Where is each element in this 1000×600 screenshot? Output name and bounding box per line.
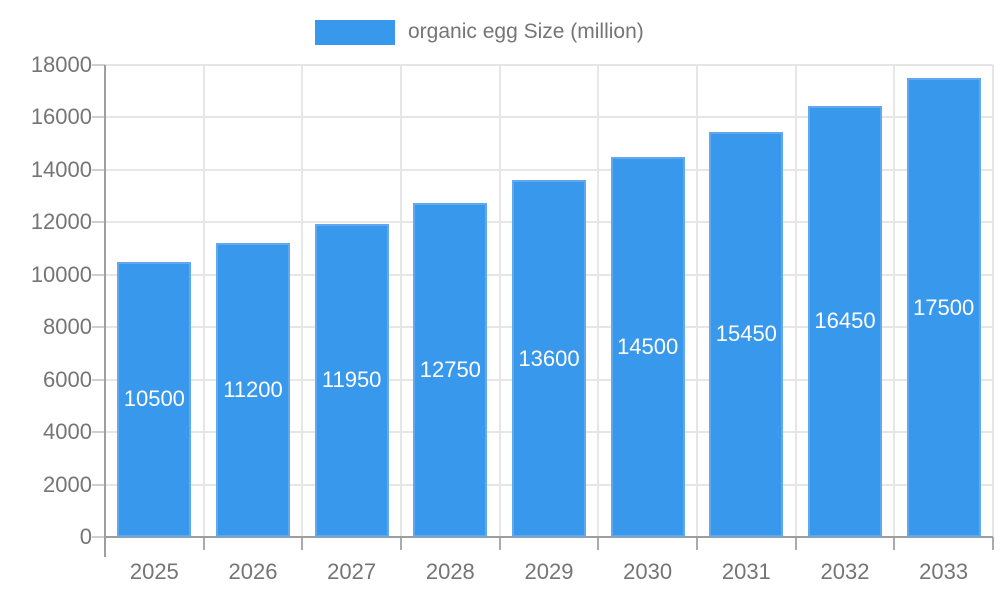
x-axis-tick xyxy=(992,537,994,550)
y-axis-tick xyxy=(92,378,105,381)
x-axis-label: 2030 xyxy=(623,559,673,584)
y-axis-tick xyxy=(92,536,105,538)
y-axis-tick-label: 2000 xyxy=(43,471,92,497)
x-axis-label: 2026 xyxy=(228,559,278,584)
v-gridline xyxy=(400,65,402,537)
x-axis-tick xyxy=(893,537,896,550)
h-gridline xyxy=(105,64,993,66)
bar-value-label: 11950 xyxy=(321,367,382,393)
y-axis-tick xyxy=(92,483,105,486)
y-axis-tick-label: 0 xyxy=(79,524,92,549)
legend-item[interactable]: organic egg Size (million) xyxy=(315,17,644,47)
bar: 12750 xyxy=(413,202,488,537)
bar: 16450 xyxy=(808,105,882,537)
bar-value-label: 17500 xyxy=(913,294,975,320)
v-gridline xyxy=(202,65,205,537)
x-axis-baseline xyxy=(105,536,993,538)
legend-swatch xyxy=(315,19,395,45)
x-axis-label: 2025 xyxy=(129,559,179,584)
x-axis-label: 2029 xyxy=(524,559,574,584)
bar-value-label: 14500 xyxy=(617,333,679,359)
x-axis-tick xyxy=(400,537,402,550)
x-axis-label: 2031 xyxy=(721,559,771,584)
y-axis-tick xyxy=(92,431,105,434)
y-axis-tick xyxy=(92,273,105,276)
y-axis-tick xyxy=(92,221,105,224)
v-gridline xyxy=(301,65,304,537)
bar: 15450 xyxy=(709,131,784,537)
v-gridline xyxy=(597,65,600,537)
y-axis-tick xyxy=(92,64,105,66)
y-axis-tick-label: 16000 xyxy=(30,104,92,130)
y-axis-tick xyxy=(92,326,105,329)
y-axis-tick-label: 6000 xyxy=(43,366,92,392)
v-gridline xyxy=(992,65,994,537)
y-axis-tick-label: 10000 xyxy=(30,261,92,287)
x-axis-label: 2033 xyxy=(919,559,969,584)
y-axis-tick-label: 4000 xyxy=(43,419,92,445)
bar-value-label: 15450 xyxy=(715,321,777,347)
h-gridline xyxy=(105,168,993,171)
y-axis-tick-label: 18000 xyxy=(30,52,92,77)
v-gridline xyxy=(696,65,698,537)
v-gridline xyxy=(794,65,797,537)
bar: 14500 xyxy=(610,156,685,537)
y-axis-tick-label: 8000 xyxy=(43,314,92,340)
y-axis-line xyxy=(104,65,106,557)
x-axis-tick xyxy=(794,537,797,550)
x-axis-tick xyxy=(202,537,205,550)
h-gridline xyxy=(105,116,993,119)
legend-label: organic egg Size (million) xyxy=(408,20,644,43)
bar: 13600 xyxy=(512,180,586,537)
v-gridline xyxy=(893,65,896,537)
x-axis-label: 2027 xyxy=(327,559,377,584)
x-axis-tick xyxy=(696,537,698,550)
bar-value-label: 11200 xyxy=(223,377,283,403)
x-axis-tick xyxy=(498,537,501,550)
bar: 10500 xyxy=(117,261,192,537)
x-axis-label: 2032 xyxy=(820,559,870,584)
bar: 17500 xyxy=(906,78,981,537)
bar-value-label: 16450 xyxy=(814,308,876,334)
y-axis-tick-label: 12000 xyxy=(30,209,92,235)
bar-value-label: 12750 xyxy=(419,356,481,382)
x-axis-label: 2028 xyxy=(425,559,475,584)
x-axis-tick xyxy=(301,537,304,550)
bar-value-label: 13600 xyxy=(518,345,580,371)
y-axis-tick xyxy=(92,116,105,119)
y-axis-tick xyxy=(92,168,105,171)
x-axis-tick xyxy=(597,537,600,550)
bar: 11950 xyxy=(314,223,389,537)
bar-value-label: 10500 xyxy=(123,386,185,412)
bar: 11200 xyxy=(216,243,290,537)
plot-area: 10500 11200 11950 12750 13600 14500 15450 16450… xyxy=(105,64,994,538)
y-axis-tick-label: 14000 xyxy=(30,156,92,182)
v-gridline xyxy=(498,65,501,537)
